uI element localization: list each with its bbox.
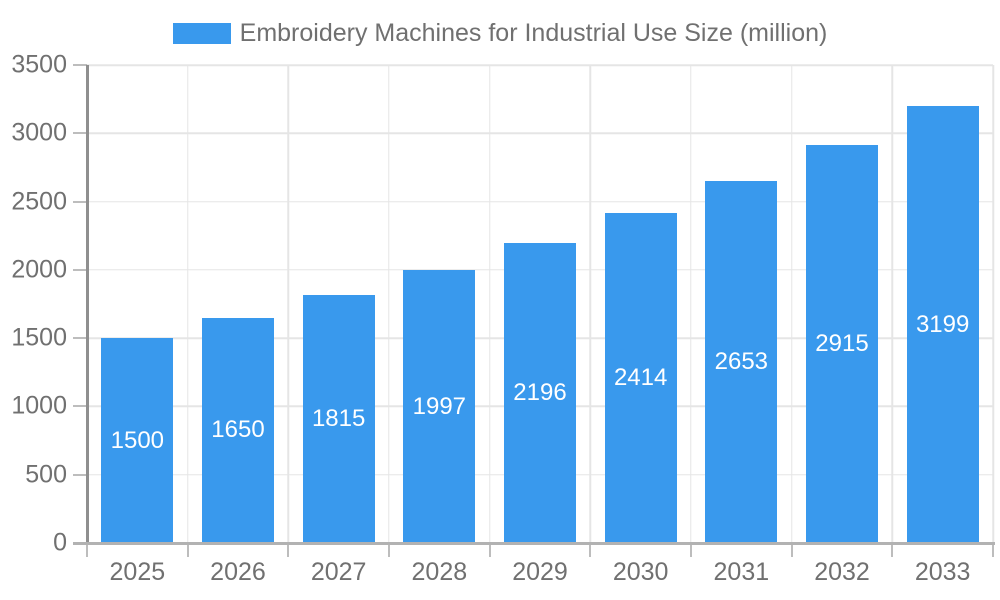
y-tick-label: 0 bbox=[53, 528, 67, 557]
x-axis-tick bbox=[186, 543, 189, 557]
bar: 2653 bbox=[705, 180, 778, 543]
bar-value-label: 1650 bbox=[211, 416, 265, 444]
gridline-vertical bbox=[388, 65, 390, 543]
x-axis-tick bbox=[387, 543, 390, 557]
plot-area: 0 500 1000 1500 2000 2500 3000 3500 1500 2025 1650… bbox=[11, 52, 995, 586]
y-tick-label: 3500 bbox=[11, 50, 67, 79]
x-tick-label: 2031 bbox=[713, 558, 770, 586]
gridline-vertical bbox=[690, 65, 692, 543]
bar: 1997 bbox=[403, 270, 476, 543]
x-tick-label: 2026 bbox=[210, 558, 266, 586]
gridline-vertical bbox=[488, 65, 491, 543]
y-tick-label: 2500 bbox=[11, 187, 67, 216]
y-axis-tick bbox=[73, 132, 87, 135]
bar-value-label: 2915 bbox=[815, 329, 869, 357]
gridline-vertical bbox=[790, 65, 793, 543]
x-axis-tick bbox=[689, 543, 692, 557]
x-axis-line bbox=[73, 541, 995, 545]
gridline-horizontal bbox=[87, 132, 993, 135]
y-tick-label: 500 bbox=[25, 460, 67, 489]
y-axis-tick bbox=[73, 64, 87, 66]
x-tick-label: 2032 bbox=[814, 558, 870, 586]
x-tick-label: 2033 bbox=[914, 558, 971, 586]
x-tick-label: 2030 bbox=[612, 558, 669, 586]
x-axis-tick bbox=[790, 543, 793, 557]
bar-value-label: 2653 bbox=[714, 347, 769, 375]
chart-legend: Embroidery Machines for Industrial Use S… bbox=[0, 19, 1000, 47]
x-axis-tick bbox=[891, 543, 894, 557]
bar-value-label: 1500 bbox=[110, 426, 165, 454]
gridline-vertical bbox=[589, 65, 592, 543]
x-axis-tick bbox=[287, 543, 290, 557]
y-axis-line bbox=[86, 65, 89, 543]
x-axis-tick bbox=[992, 543, 994, 557]
bar-value-label: 1997 bbox=[412, 392, 467, 420]
bar: 1650 bbox=[201, 317, 274, 543]
x-axis-tick bbox=[86, 543, 88, 557]
gridline-vertical bbox=[186, 65, 189, 543]
y-axis-tick bbox=[73, 337, 87, 340]
y-tick-label: 3000 bbox=[11, 118, 67, 147]
y-tick-label: 1000 bbox=[11, 391, 67, 420]
x-tick-label: 2028 bbox=[411, 558, 468, 586]
gridline-vertical bbox=[992, 65, 994, 543]
y-axis-tick bbox=[73, 268, 87, 271]
bar: 1815 bbox=[302, 295, 375, 543]
bar: 2915 bbox=[806, 144, 878, 543]
gridline-vertical bbox=[287, 65, 290, 543]
x-tick-label: 2027 bbox=[310, 558, 367, 586]
bar-value-label: 1815 bbox=[311, 405, 366, 433]
bar-value-label: 2414 bbox=[613, 364, 668, 392]
x-tick-label: 2025 bbox=[109, 558, 166, 586]
x-tick-label: 2029 bbox=[512, 558, 568, 586]
bar-value-label: 2196 bbox=[513, 379, 567, 407]
bar: 2414 bbox=[604, 213, 677, 543]
y-tick-label: 2000 bbox=[11, 255, 67, 284]
x-axis-tick bbox=[488, 543, 491, 557]
gridline-horizontal bbox=[87, 64, 993, 66]
y-tick-label: 1500 bbox=[11, 323, 67, 352]
bar: 3199 bbox=[906, 106, 979, 543]
y-axis-tick bbox=[73, 200, 87, 203]
x-axis-tick bbox=[589, 543, 592, 557]
chart-title: Embroidery Machines for Industrial Use S… bbox=[239, 18, 828, 47]
y-axis-tick bbox=[73, 473, 87, 476]
bar-value-label: 3199 bbox=[915, 310, 970, 338]
y-axis-tick bbox=[73, 405, 87, 408]
legend-swatch bbox=[172, 22, 231, 44]
gridline-vertical bbox=[891, 65, 894, 543]
bar: 1500 bbox=[101, 338, 174, 543]
gridline-horizontal bbox=[87, 200, 993, 203]
bar: 2196 bbox=[504, 243, 576, 543]
